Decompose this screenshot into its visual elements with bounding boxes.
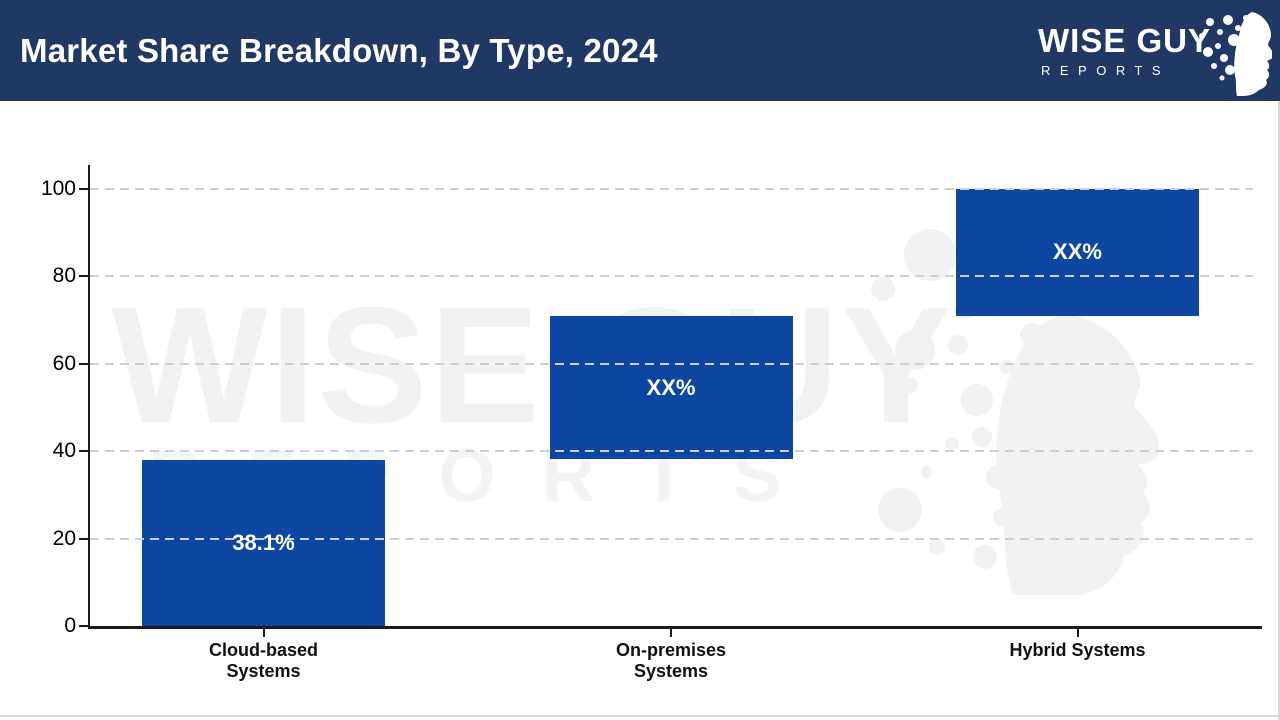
y-axis-spine <box>88 165 90 629</box>
y-tick-label-20: 20 <box>52 526 76 550</box>
gridline-60 <box>90 362 1253 365</box>
bar-value-label-1: 38.1% <box>232 529 295 555</box>
y-tick-label-60: 60 <box>52 351 76 375</box>
y-tick-label-80: 80 <box>52 264 76 288</box>
category-label-line: Cloud-based <box>208 640 318 660</box>
gridline-100 <box>90 188 1253 190</box>
category-label-line: Systems <box>226 661 301 681</box>
bar-2 <box>549 315 793 460</box>
watermark-face-logo <box>871 229 1160 595</box>
y-tick-label-100: 100 <box>40 177 76 200</box>
logo-reports-label: REPORTS <box>1041 63 1171 78</box>
logo-text: WISE GUY REPORTS <box>1038 22 1211 78</box>
bar-value-label-3: XX% <box>1053 239 1102 265</box>
y-tick-label-40: 40 <box>52 439 76 463</box>
y-tick-0 <box>79 625 88 627</box>
logo-wise-guy-label: WISE GUY <box>1038 22 1212 59</box>
y-tick-label-0: 0 <box>64 614 76 637</box>
category-label-3: Hybrid Systems <box>918 640 1238 661</box>
x-tick-2 <box>670 628 672 637</box>
category-label-line: On-premises <box>615 640 727 660</box>
chart-plot-area: 38.1% XX% XX% 0 20 40 60 80 100 Cloud-based System… <box>0 101 1280 720</box>
y-tick-20 <box>79 537 88 540</box>
y-tick-80 <box>79 275 88 278</box>
category-label-2: On-premises Systems <box>511 640 831 682</box>
y-tick-60 <box>79 362 88 365</box>
bar-1 <box>142 459 385 626</box>
page-bottom-rule <box>0 715 1280 717</box>
category-label-1: Cloud-based Systems <box>104 640 424 682</box>
y-tick-40 <box>79 450 88 453</box>
logo-face-icon <box>1199 12 1272 96</box>
category-label-line: Systems <box>633 661 709 681</box>
header-bar: Market Share Breakdown, By Type, 2024 WI… <box>0 0 1280 101</box>
gridline-80 <box>90 275 1253 278</box>
bar-value-label-2: XX% <box>646 374 696 400</box>
bar-3 <box>956 189 1199 316</box>
gridline-40 <box>90 450 1253 453</box>
watermark-wiseguy-text: WISE GUY <box>112 273 954 457</box>
page-right-rule <box>1278 101 1280 720</box>
x-tick-1 <box>262 628 265 637</box>
gridline-20 <box>90 537 1253 540</box>
y-tick-100 <box>79 188 88 190</box>
category-label-line: Hybrid Systems <box>1009 640 1146 660</box>
wise-guy-reports-logo: WISE GUY REPORTS <box>1022 6 1272 96</box>
x-axis-spine <box>88 625 1262 629</box>
x-tick-3 <box>1076 628 1079 637</box>
chart-title: Market Share Breakdown, By Type, 2024 <box>20 31 658 69</box>
